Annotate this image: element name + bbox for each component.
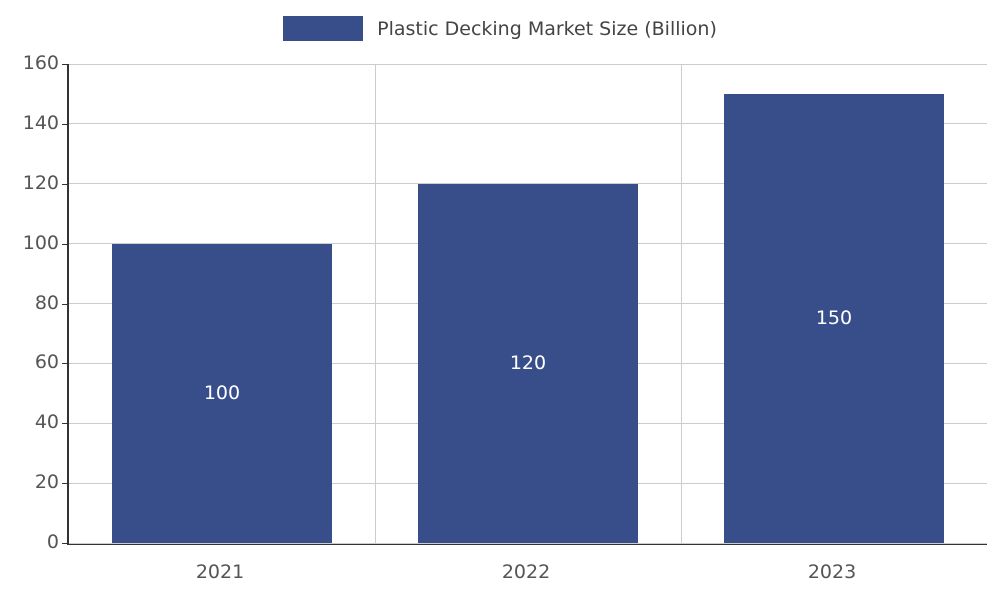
y-axis-tick-mark: [62, 543, 68, 544]
gridline-vertical: [680, 64, 682, 543]
y-axis-tick-mark: [62, 243, 68, 245]
y-axis-tick-label: 120: [22, 171, 59, 194]
y-axis-tick-mark: [62, 423, 68, 425]
y-axis-tick-label: 0: [46, 531, 59, 553]
bar-2022: 120: [417, 183, 639, 543]
gridline-vertical: [374, 64, 376, 543]
y-axis-tick-label: 20: [34, 471, 59, 494]
y-axis-tick-mark: [62, 123, 68, 125]
bar-value-label: 150: [815, 307, 853, 330]
legend-swatch: [283, 16, 364, 41]
legend-label: Plastic Decking Market Size (Billion): [377, 17, 717, 40]
y-axis-tick-label: 40: [34, 411, 59, 434]
bar-2021: 100: [111, 243, 333, 543]
chart-legend: Plastic Decking Market Size (Billion): [0, 16, 1000, 41]
y-axis-tick-mark: [62, 303, 68, 305]
y-axis-tick-mark: [62, 363, 68, 365]
x-axis-tick-label: 2022: [501, 561, 551, 583]
bar-2023: 150: [723, 93, 945, 543]
plot-area: 100 120 150: [67, 63, 987, 545]
y-axis-tick-label: 60: [34, 351, 59, 374]
bar-value-label: 100: [203, 382, 241, 405]
y-axis-tick-label: 160: [22, 52, 59, 74]
y-axis-tick-label: 140: [22, 111, 59, 134]
gridline-horizontal: [69, 63, 987, 65]
y-axis-tick-label: 100: [22, 231, 59, 254]
y-axis-tick-mark: [62, 64, 68, 65]
y-axis-tick-label: 80: [34, 291, 59, 314]
bar-value-label: 120: [509, 352, 547, 375]
gridline-horizontal: [69, 123, 987, 125]
x-axis-tick-label: 2021: [195, 561, 245, 583]
gridline-horizontal: [69, 542, 987, 544]
y-axis-tick-mark: [62, 183, 68, 185]
x-axis-tick-label: 2023: [807, 561, 857, 583]
y-axis-tick-mark: [62, 483, 68, 485]
